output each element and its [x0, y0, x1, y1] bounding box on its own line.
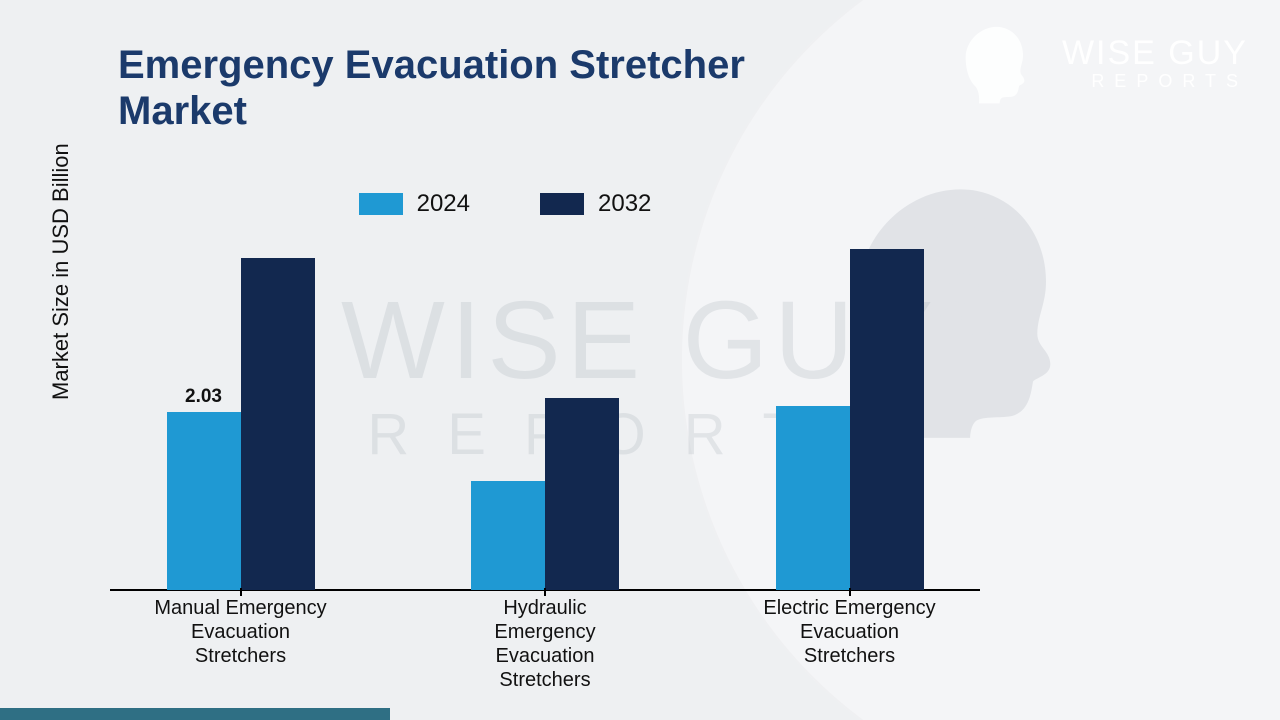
legend-item-2024: 2024: [359, 190, 470, 218]
footer-accent-bar: [0, 708, 390, 720]
bar-group: Hydraulic Emergency Evacuation Stretcher…: [471, 398, 619, 591]
bar: 2.03: [167, 412, 241, 590]
bar-group: Electric Emergency Evacuation Stretchers: [776, 249, 924, 590]
legend-item-2032: 2032: [540, 190, 651, 218]
chart-title: Emergency Evacuation Stretcher Market: [118, 42, 818, 134]
bar: [471, 481, 545, 590]
legend-label-2032: 2032: [598, 190, 651, 218]
x-tick-label: Manual Emergency Evacuation Stretchers: [151, 590, 331, 668]
legend-swatch-2024: [359, 193, 403, 215]
brand-head-icon: [960, 24, 1030, 104]
chart-canvas: WISE GUY REPORTS Emergency Evacuation St…: [0, 0, 1280, 720]
legend-swatch-2032: [540, 193, 584, 215]
x-tick-label: Electric Emergency Evacuation Stretchers: [760, 590, 940, 668]
legend-label-2024: 2024: [417, 190, 470, 218]
brand-logo: WISE GUY REPORTS: [1062, 34, 1248, 92]
brand-logo-line2: REPORTS: [1062, 71, 1248, 92]
chart-plot-area: 2.03Manual Emergency Evacuation Stretche…: [110, 240, 980, 590]
bar: [776, 406, 850, 590]
y-axis-label: Market Size in USD Billion: [48, 143, 74, 400]
bar-value-label: 2.03: [185, 386, 222, 408]
brand-logo-line1: WISE GUY: [1062, 34, 1248, 73]
chart-legend: 2024 2032: [0, 190, 1010, 218]
x-tick-label: Hydraulic Emergency Evacuation Stretcher…: [455, 590, 635, 692]
bar-group: 2.03Manual Emergency Evacuation Stretche…: [167, 258, 315, 591]
bar: [545, 398, 619, 591]
bar: [850, 249, 924, 590]
bar: [241, 258, 315, 591]
